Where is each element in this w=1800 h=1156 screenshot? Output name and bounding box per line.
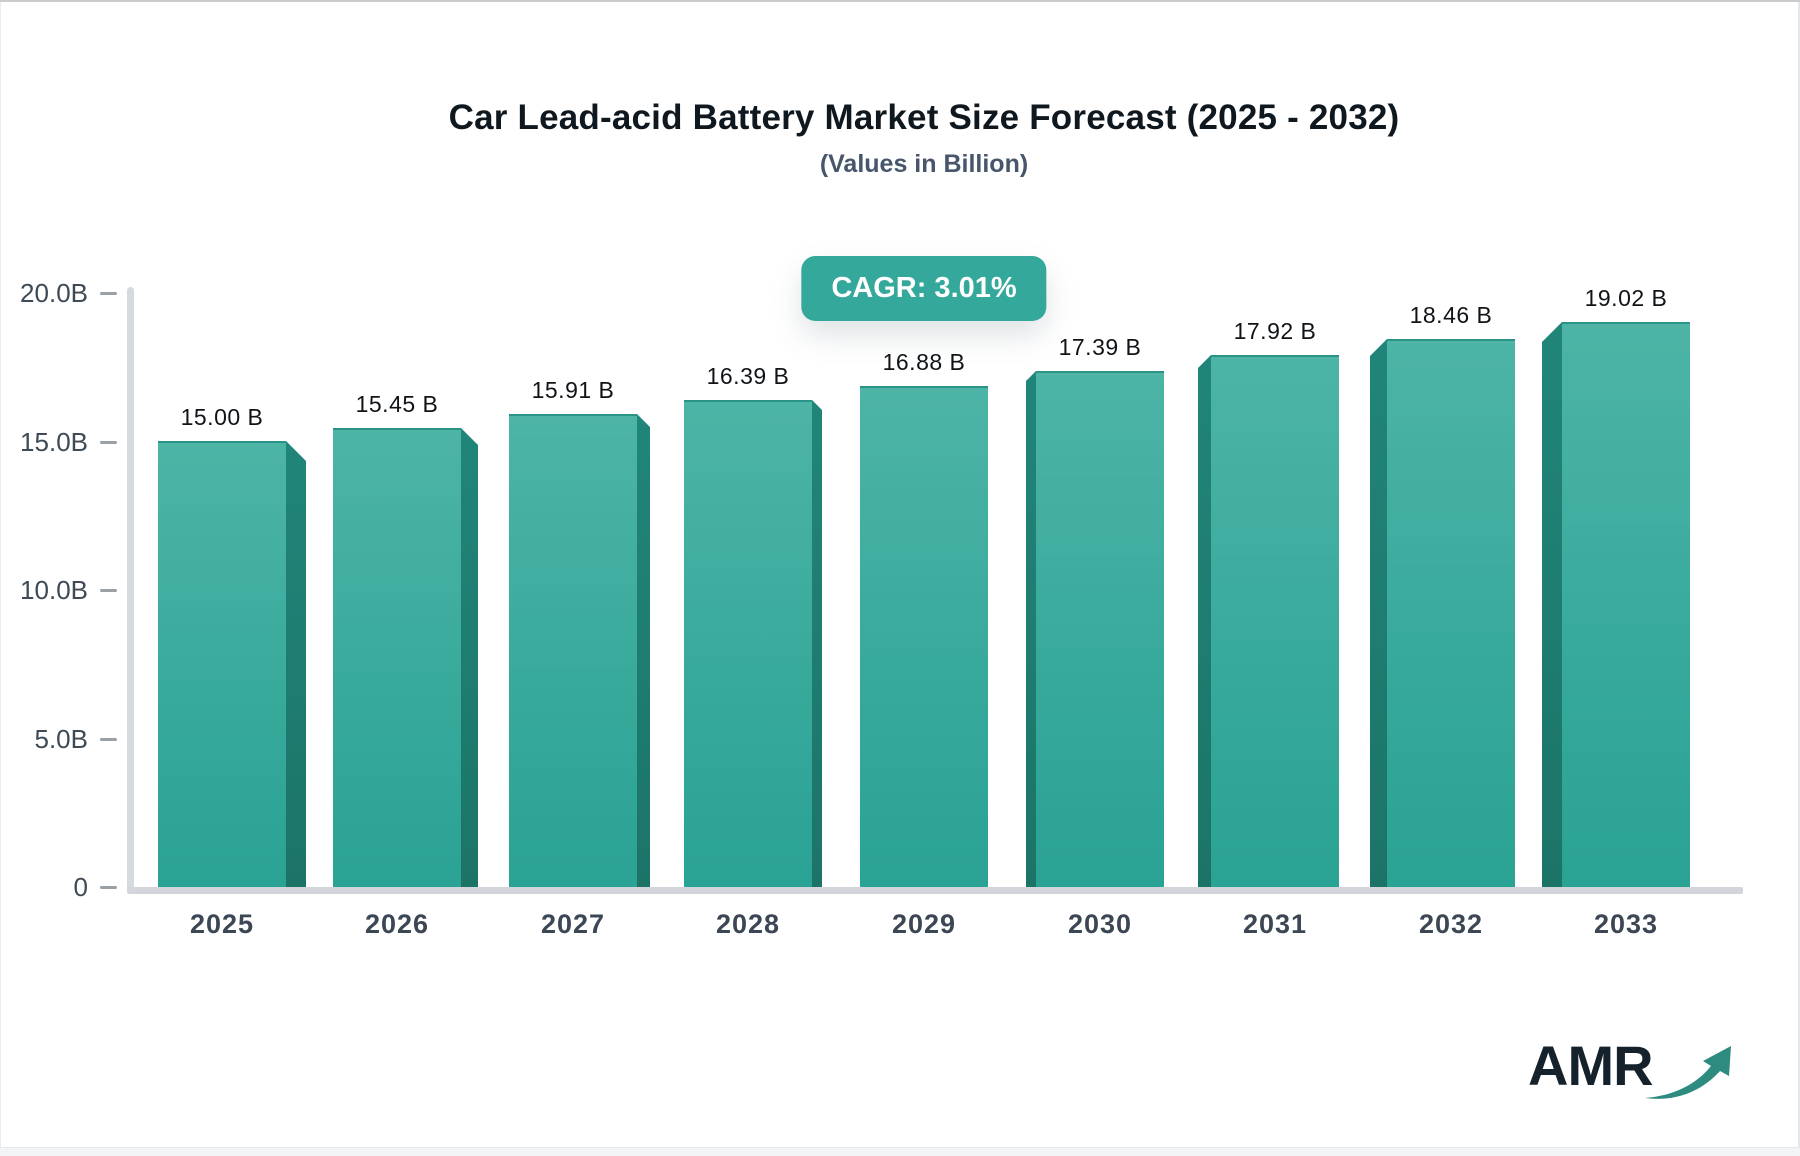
plot-area: 15.00 B 2025 15.45 B 2026 15.91 B 2027 16.39 B… — [134, 285, 1714, 939]
bar-face — [860, 386, 988, 887]
bar-2027 — [509, 414, 650, 887]
x-axis-label: 2027 — [540, 909, 606, 939]
bar-face — [333, 428, 461, 887]
bar-side — [286, 441, 306, 887]
bar-2030 — [1026, 371, 1164, 887]
bar-value-label: 17.39 B — [1058, 334, 1142, 360]
bar-face — [1036, 371, 1164, 887]
y-axis-line — [127, 287, 134, 893]
bar-value-label: 18.46 B — [1409, 302, 1493, 328]
bar-value-label: 16.39 B — [706, 363, 790, 389]
bar-side — [1026, 371, 1036, 887]
growth-arrow-icon — [1643, 1040, 1739, 1109]
x-axis-label: 2032 — [1418, 909, 1484, 939]
bar-side — [1542, 322, 1562, 887]
x-axis-label: 2033 — [1593, 909, 1659, 939]
bar-face — [1387, 339, 1515, 887]
bar-value-label: 17.92 B — [1233, 318, 1317, 344]
x-axis-label: 2026 — [364, 909, 430, 939]
bar-side — [1198, 355, 1211, 887]
x-axis-label: 2029 — [891, 909, 957, 939]
bar-value-label: 15.45 B — [355, 391, 439, 417]
bar-side — [812, 400, 822, 887]
bar-side — [461, 428, 478, 887]
bar-2029 — [860, 386, 988, 887]
page-left-border — [0, 2, 1, 1156]
y-axis-tick-mark — [100, 886, 117, 889]
bar-face — [1562, 322, 1690, 887]
cagr-badge: CAGR: 3.01% — [801, 256, 1047, 321]
bar-2033 — [1542, 322, 1690, 887]
page-right-border — [1798, 2, 1800, 1156]
x-axis-label: 2025 — [189, 909, 255, 939]
y-axis-tick-mark — [100, 440, 117, 444]
x-axis-label: 2030 — [1067, 909, 1133, 939]
page-title: Car Lead-acid Battery Market Size Foreca… — [448, 98, 1400, 137]
y-axis-tick-mark — [100, 292, 117, 295]
x-axis-line — [127, 887, 1743, 894]
y-axis-tick-label: 5.0B — [34, 723, 89, 754]
bar-value-label: 15.91 B — [531, 377, 615, 403]
bar-value-label: 16.88 B — [882, 349, 966, 375]
bar-face — [1211, 355, 1339, 887]
y-axis-tick-label: 0 — [73, 872, 88, 902]
bar-2025 — [158, 441, 306, 887]
page-subtitle: (Values in Billion) — [819, 150, 1029, 178]
y-axis-tick-label: 10.0B — [20, 575, 88, 605]
bar-face — [158, 441, 286, 887]
bar-2028 — [684, 400, 822, 887]
x-axis-label: 2031 — [1242, 909, 1308, 939]
x-axis-label: 2028 — [715, 909, 781, 939]
bar-2032 — [1370, 339, 1515, 887]
y-axis-tick-label: 20.0B — [20, 278, 88, 308]
y-axis-tick-label: 15.0B — [20, 426, 88, 457]
bar-2026 — [333, 428, 478, 887]
amr-logo: AMR — [1528, 1038, 1739, 1109]
amr-logo-text: AMR — [1528, 1034, 1654, 1097]
bar-side — [1370, 339, 1387, 887]
bar-value-label: 15.00 B — [180, 404, 264, 430]
bar-2031 — [1198, 355, 1339, 887]
bar-side — [637, 414, 650, 887]
bar-value-label: 19.02 B — [1584, 285, 1668, 311]
y-axis-tick-mark — [100, 737, 117, 741]
bar-face — [509, 414, 637, 887]
bar-face — [684, 400, 812, 887]
page-bottom-strip — [0, 1147, 1800, 1156]
y-axis-tick-mark — [100, 589, 117, 592]
